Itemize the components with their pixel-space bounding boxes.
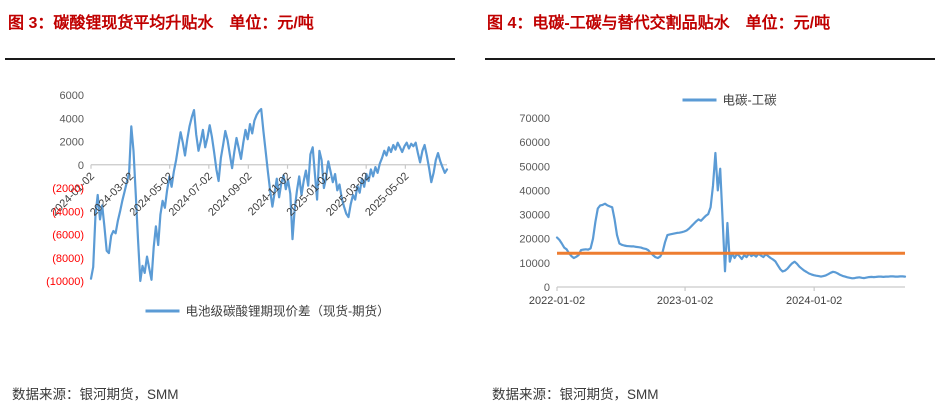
- y-axis-label: 50000: [519, 161, 550, 173]
- y-axis-label: (2000): [52, 183, 84, 195]
- y-axis-label: (8000): [52, 253, 84, 265]
- y-axis-label: 0: [78, 160, 84, 172]
- figure4-title-divider: [485, 58, 935, 60]
- legend-label: 电碳-工碳: [723, 94, 778, 108]
- y-axis-label: 10000: [519, 258, 550, 270]
- legend-label: 电池级碳酸锂期现价差（现货-期货）: [186, 304, 390, 319]
- y-axis-label: 2000: [60, 137, 84, 149]
- y-axis-label: (4000): [52, 206, 84, 218]
- figure4-chart: 2022-01-02 2023-01-02 2024-01-02 70000 60000…: [519, 94, 907, 307]
- y-axis-label: 20000: [519, 234, 550, 246]
- y-axis-label: 4000: [60, 113, 84, 125]
- figure3-chart: 2024-01-022024-03-022024-05-022024-07-02…: [46, 90, 449, 319]
- figure3-title: 图 3：碳酸锂现货平均升贴水 单位：元/吨: [8, 15, 314, 32]
- series-line: [89, 107, 449, 283]
- figure3-source: 数据来源：银河期货，SMM: [12, 387, 179, 402]
- y-axis-label: 60000: [519, 137, 550, 149]
- figure3-title-divider: [5, 58, 455, 60]
- y-axis-label: 70000: [519, 113, 550, 125]
- figure4-panel: 图 4：电碳-工碳与替代交割品贴水 单位：元/吨 2022-01-02 2023-…: [470, 0, 941, 418]
- x-axis-label: 2024-01-02: [786, 295, 842, 307]
- y-axis-label: 0: [544, 282, 550, 294]
- y-axis-label: 40000: [519, 185, 550, 197]
- figure4-title: 图 4：电碳-工碳与替代交割品贴水 单位：元/吨: [487, 15, 831, 32]
- y-axis-label: (10000): [46, 276, 84, 288]
- x-axis-label: 2022-01-02: [529, 295, 585, 307]
- figure3-panel: 图 3：碳酸锂现货平均升贴水 单位：元/吨 2024-01-02 2024-03-…: [0, 0, 470, 418]
- series-line: [555, 151, 907, 280]
- y-axis-label: (6000): [52, 230, 84, 242]
- y-axis-label: 6000: [60, 90, 84, 102]
- x-axis-label: 2023-01-02: [657, 295, 713, 307]
- y-axis-label: 30000: [519, 210, 550, 222]
- figure4-source: 数据来源：银河期货，SMM: [492, 387, 659, 402]
